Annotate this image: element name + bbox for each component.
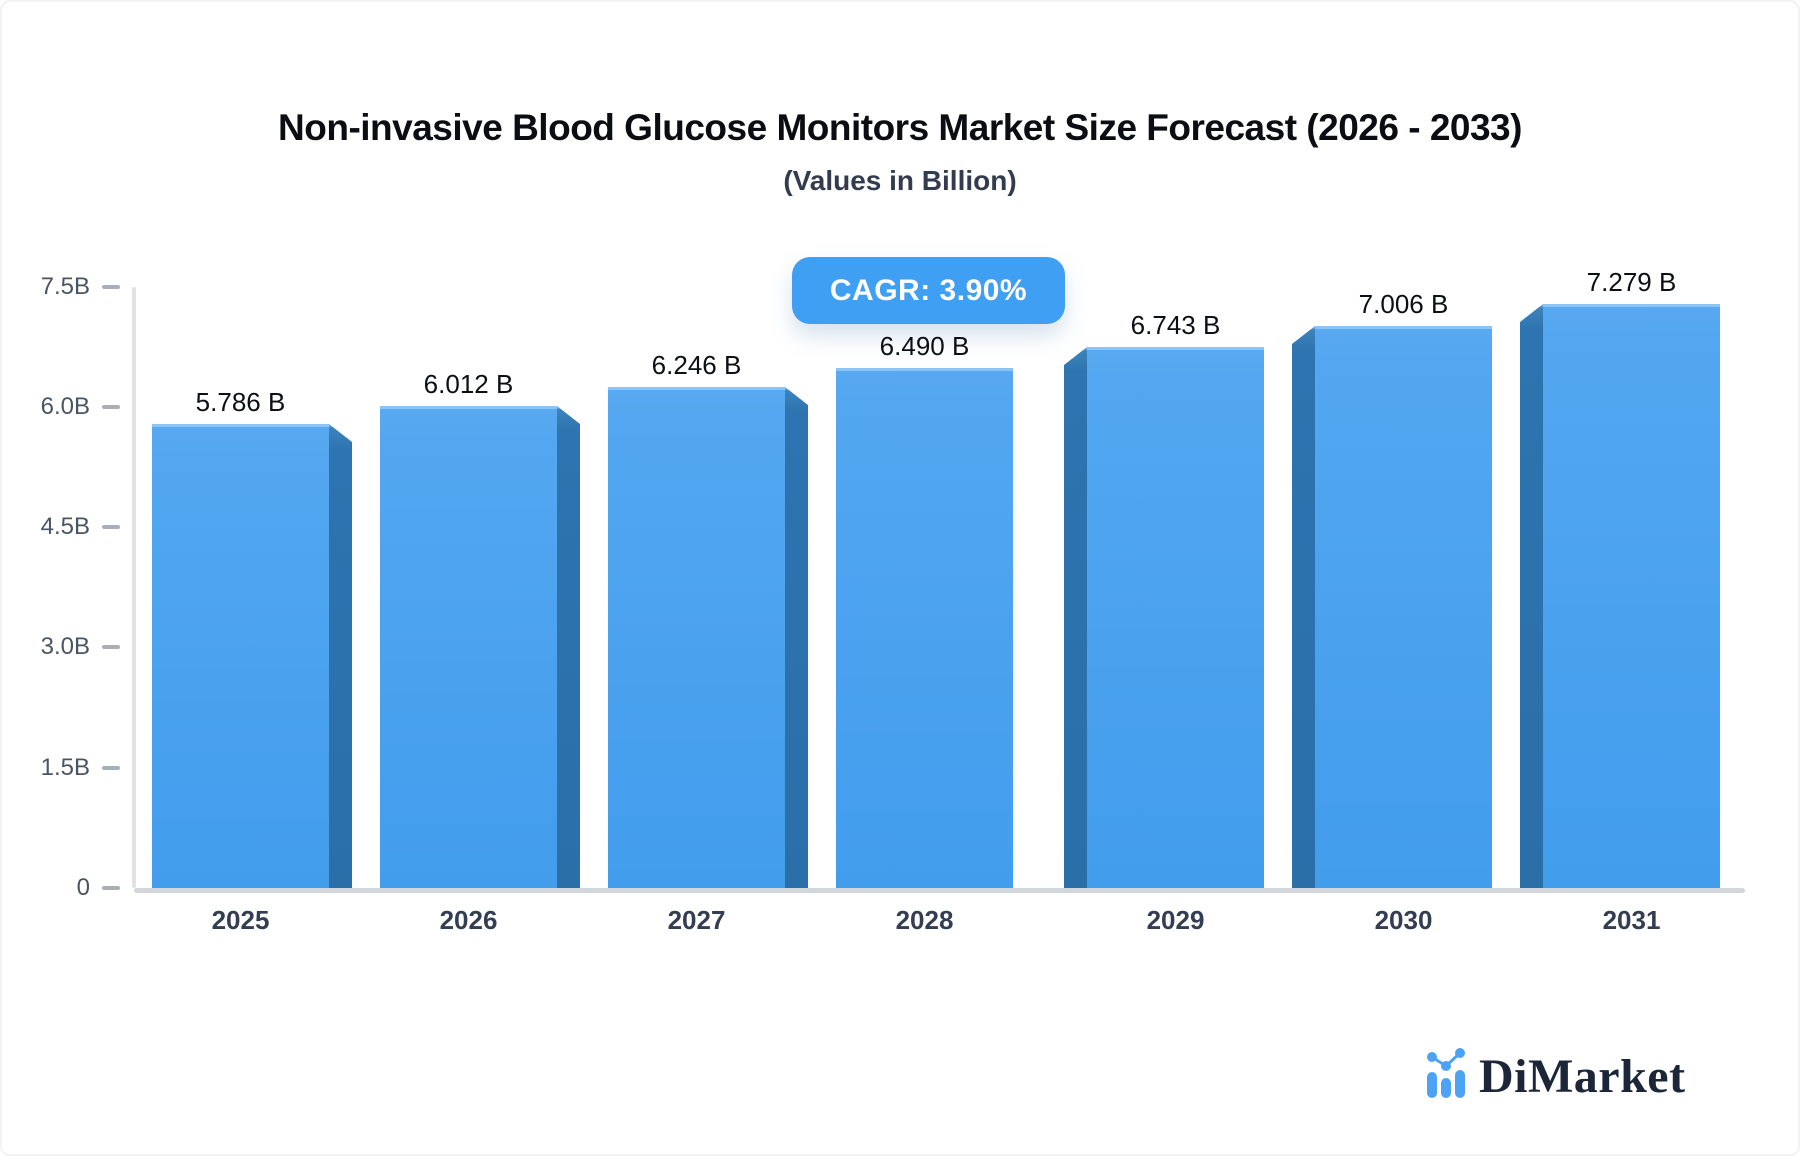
bar-value-label: 6.490 B bbox=[879, 331, 970, 361]
brand-name: DiMarket bbox=[1479, 1050, 1686, 1103]
y-axis-tick-mark bbox=[102, 404, 120, 409]
y-axis-tick-label: 1.5B bbox=[40, 753, 90, 781]
bar-2027[interactable] bbox=[608, 387, 808, 888]
bar-3d-side bbox=[1292, 326, 1315, 888]
bar-value-label: 6.012 B bbox=[423, 369, 514, 399]
bar-value-label: 6.743 B bbox=[1130, 310, 1221, 340]
bar-3d-side bbox=[1520, 304, 1543, 888]
bar-3d-side bbox=[329, 424, 352, 888]
y-axis-tick-mark bbox=[102, 284, 120, 289]
x-axis-category-label: 2031 bbox=[1602, 905, 1661, 935]
x-axis-category-label: 2025 bbox=[211, 905, 270, 935]
bar-2025[interactable] bbox=[152, 424, 352, 888]
bar-face bbox=[380, 406, 557, 888]
brand-logo: DiMarket bbox=[1423, 1044, 1686, 1103]
x-axis-category-label: 2028 bbox=[895, 905, 954, 935]
bar-face bbox=[1543, 304, 1720, 888]
bar-face bbox=[152, 424, 329, 888]
bar-2031[interactable] bbox=[1520, 304, 1720, 888]
x-axis-category-label: 2030 bbox=[1374, 905, 1433, 935]
y-axis-tick-label: 3.0B bbox=[40, 633, 90, 661]
x-axis-category-label: 2026 bbox=[439, 905, 498, 935]
bar-line-chart-icon bbox=[1423, 1044, 1469, 1103]
bar-3d-side bbox=[785, 387, 808, 888]
bar-value-label: 5.786 B bbox=[195, 387, 286, 417]
bar-face bbox=[836, 368, 1013, 888]
bar-face bbox=[1087, 347, 1264, 888]
bar-face bbox=[608, 387, 785, 888]
bar-3d-side bbox=[557, 406, 580, 888]
y-axis-tick-label: 4.5B bbox=[40, 513, 90, 541]
bar-2029[interactable] bbox=[1064, 347, 1264, 888]
bar-2026[interactable] bbox=[380, 406, 580, 888]
bar-face bbox=[1315, 326, 1492, 888]
cagr-badge: CAGR: 3.90% bbox=[792, 257, 1065, 324]
x-axis-line bbox=[134, 888, 1745, 893]
bar-3d-side bbox=[1064, 347, 1087, 888]
chart-title: Non-invasive Blood Glucose Monitors Mark… bbox=[278, 107, 1522, 148]
y-axis-tick-mark bbox=[102, 765, 120, 770]
bar-value-label: 7.279 B bbox=[1586, 267, 1677, 297]
y-axis-tick-label: 6.0B bbox=[40, 392, 90, 420]
y-axis-tick-mark bbox=[102, 525, 120, 530]
y-axis-line bbox=[132, 287, 136, 888]
x-axis-category-label: 2029 bbox=[1146, 905, 1205, 935]
bar-value-label: 7.006 B bbox=[1358, 289, 1449, 319]
bar-2028[interactable] bbox=[836, 368, 1013, 888]
bar-2030[interactable] bbox=[1292, 326, 1492, 888]
chart-subtitle: (Values in Billion) bbox=[783, 165, 1017, 196]
y-axis-tick-mark bbox=[102, 886, 120, 890]
y-axis-tick-label: 0 bbox=[76, 874, 90, 901]
bar-value-label: 6.246 B bbox=[651, 350, 742, 380]
y-axis-tick-mark bbox=[102, 645, 120, 650]
x-axis-category-label: 2027 bbox=[667, 905, 726, 935]
y-axis-tick-label: 7.5B bbox=[40, 272, 90, 300]
